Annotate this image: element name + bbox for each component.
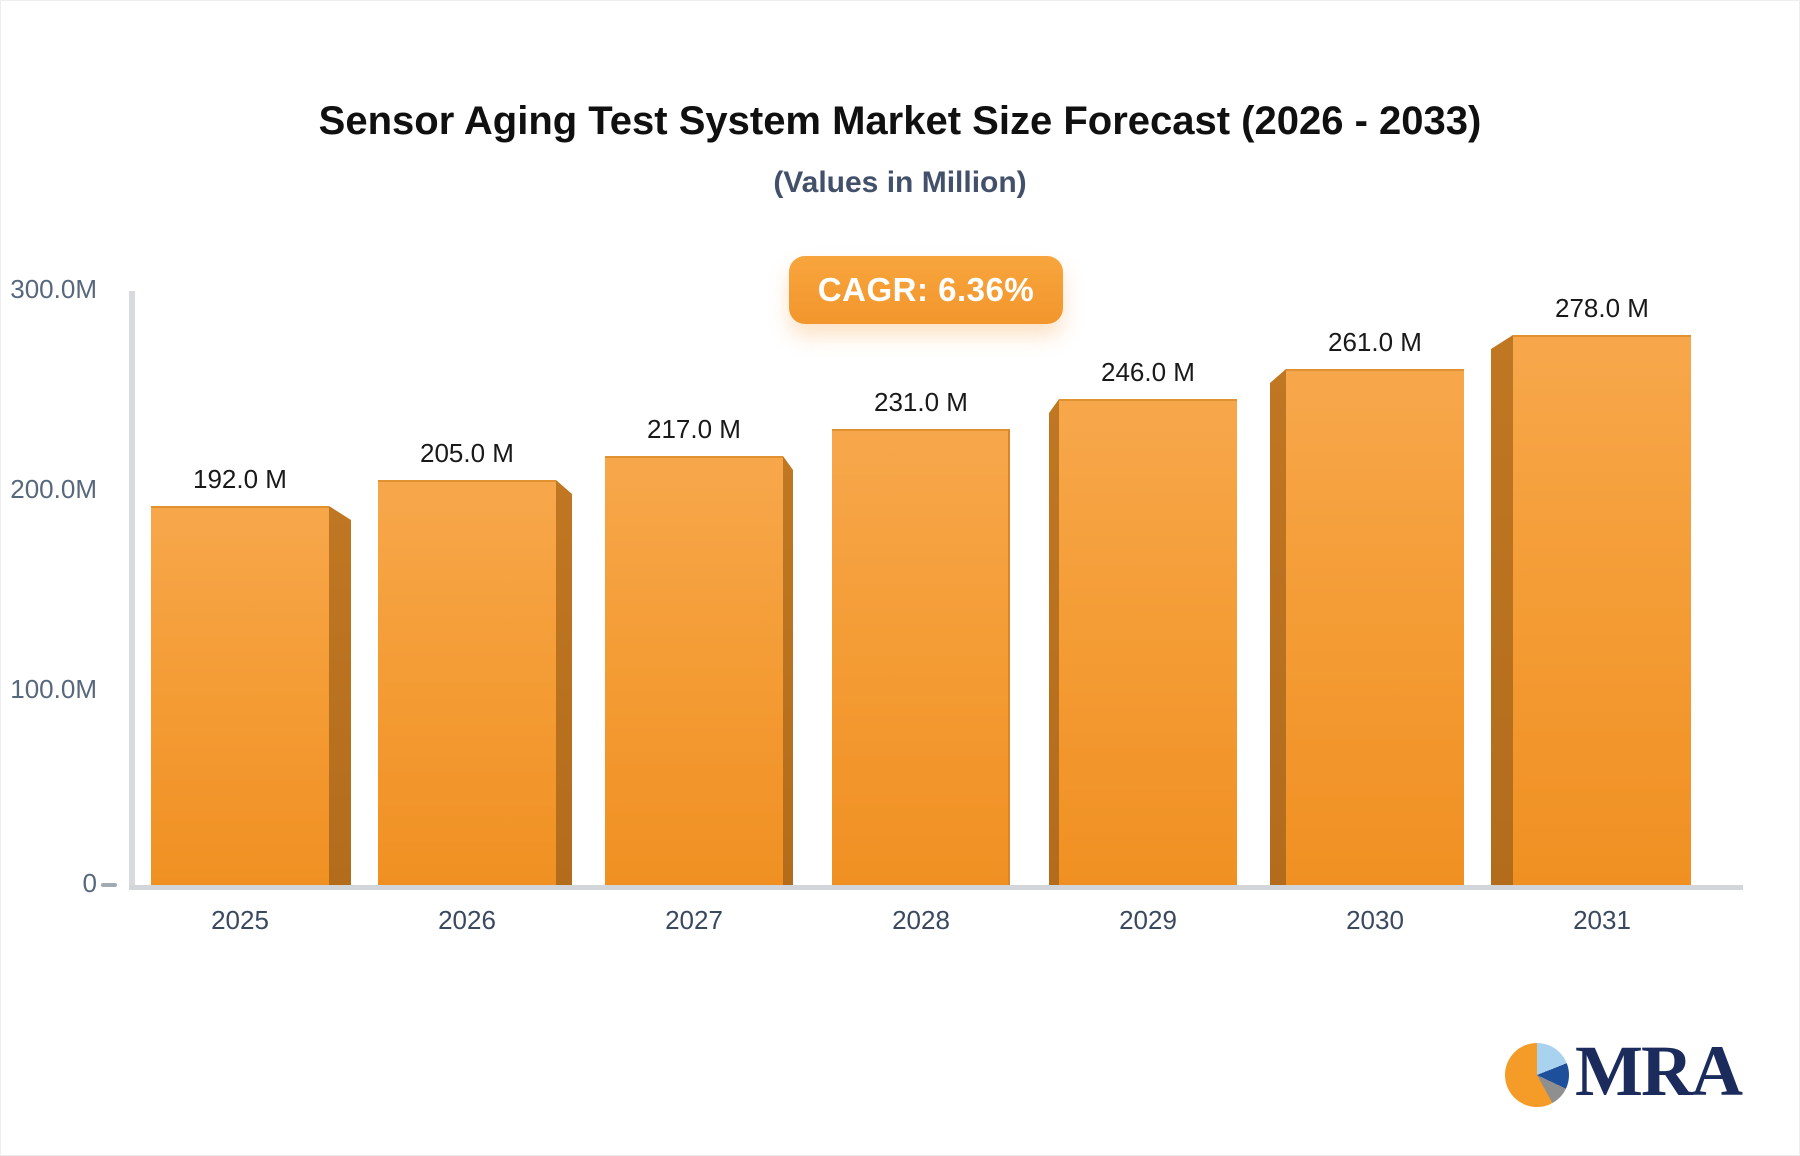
bar-value-label-2026: 205.0 M xyxy=(420,438,514,468)
x-axis-baseline xyxy=(129,885,1743,890)
x-axis-label-2029: 2029 xyxy=(1119,905,1177,935)
x-axis-label-2028: 2028 xyxy=(892,905,950,935)
zero-tick-mark xyxy=(101,883,117,887)
bar-2025 xyxy=(151,506,329,889)
bar-side-2025 xyxy=(329,506,351,889)
bar-value-label-2025: 192.0 M xyxy=(193,464,287,494)
bar-value-label-2028: 231.0 M xyxy=(874,387,968,417)
bar-2030 xyxy=(1286,369,1464,889)
bar-value-label-2027: 217.0 M xyxy=(647,414,741,444)
x-axis-label-2027: 2027 xyxy=(665,905,723,935)
chart-title: Sensor Aging Test System Market Size For… xyxy=(318,99,1482,143)
cagr-badge: CAGR: 6.36% xyxy=(789,256,1063,324)
bar-value-label-2029: 246.0 M xyxy=(1101,357,1195,387)
x-axis-label-2030: 2030 xyxy=(1346,905,1404,935)
bar-side-2030 xyxy=(1270,369,1286,889)
bar-2031 xyxy=(1513,335,1691,889)
x-axis-label-2031: 2031 xyxy=(1573,905,1631,935)
bar-side-2031 xyxy=(1491,335,1513,889)
bar-2026 xyxy=(378,480,556,889)
mra-pie-logo-icon xyxy=(1505,1043,1569,1107)
bar-value-label-2030: 261.0 M xyxy=(1328,327,1422,357)
bar-value-label-2031: 278.0 M xyxy=(1555,293,1649,323)
bar-side-2026 xyxy=(556,480,572,889)
y-axis-line xyxy=(129,291,135,889)
x-axis-label-2026: 2026 xyxy=(438,905,496,935)
bar-side-2027 xyxy=(783,456,793,889)
y-tick-label-200: 200.0M xyxy=(10,474,97,504)
bar-2029 xyxy=(1059,399,1237,889)
bar-2027 xyxy=(605,456,783,889)
bar-side-2029 xyxy=(1049,399,1059,889)
chart-subtitle: (Values in Million) xyxy=(773,166,1027,199)
x-axis-label-2025: 2025 xyxy=(211,905,269,935)
mra-logo: MRA xyxy=(1505,1031,1743,1111)
mra-logo-text: MRA xyxy=(1575,1031,1743,1111)
y-tick-label-100: 100.0M xyxy=(10,674,97,704)
cagr-badge-label: CAGR: 6.36% xyxy=(817,271,1035,308)
bar-2028 xyxy=(832,429,1010,889)
y-tick-label-0: 0 xyxy=(82,868,97,898)
y-tick-label-300: 300.0M xyxy=(10,274,97,304)
